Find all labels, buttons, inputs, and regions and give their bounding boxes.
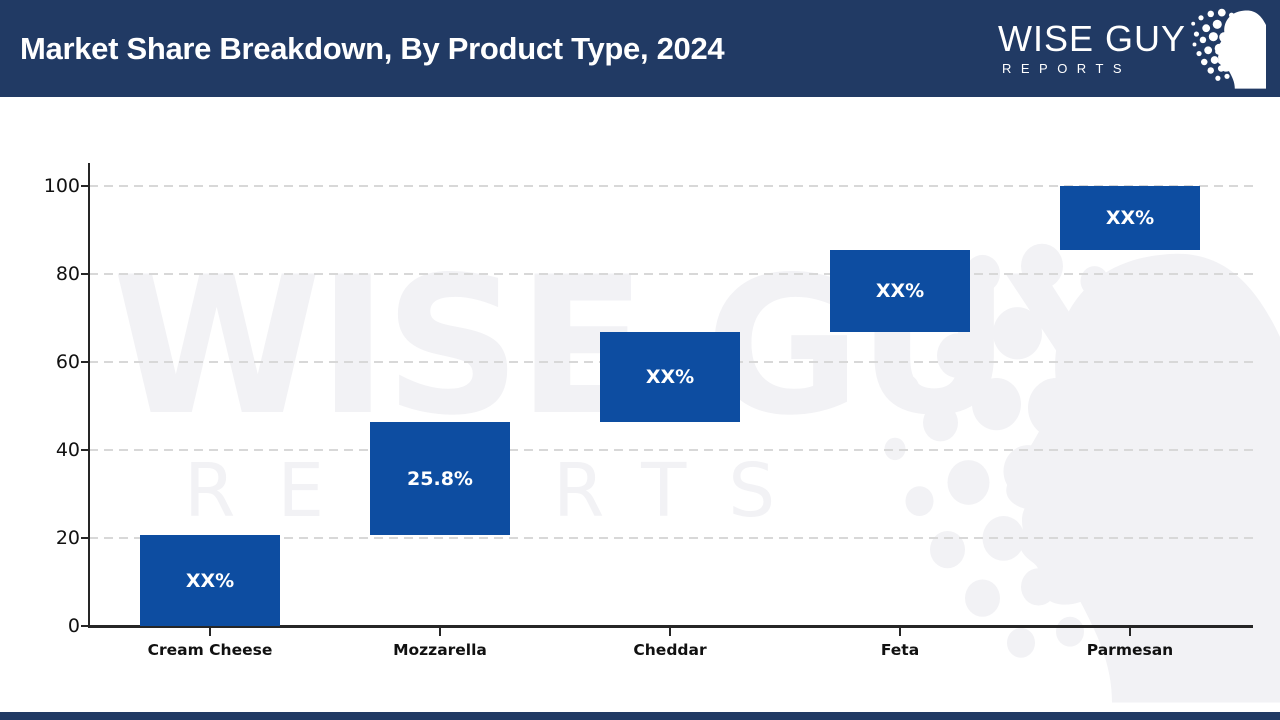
x-tick-mark — [439, 628, 441, 636]
y-tick-mark — [81, 185, 89, 187]
x-tick-mark — [899, 628, 901, 636]
y-tick-label: 100 — [43, 175, 80, 197]
x-category-label: Feta — [880, 641, 920, 659]
gridline — [89, 537, 1253, 539]
header: Market Share Breakdown, By Product Type,… — [0, 0, 1280, 97]
gridline — [89, 185, 1253, 187]
y-axis-line — [88, 163, 90, 627]
y-tick-label: 40 — [55, 439, 80, 461]
bar-value-label: 25.8% — [407, 467, 473, 490]
bar-value-label: XX% — [185, 569, 235, 592]
brand-logo-text: WISE GUY REPORTS — [997, 18, 1186, 77]
y-tick-label: 0 — [67, 615, 80, 637]
y-tick-label: 60 — [55, 351, 80, 373]
y-tick-mark — [81, 273, 89, 275]
x-category-label: Mozzarella — [393, 641, 487, 659]
page-title: Market Share Breakdown, By Product Type,… — [20, 30, 725, 66]
brand-subname: REPORTS — [1001, 61, 1132, 76]
x-category-label: Parmesan — [1086, 641, 1174, 659]
bar-cream-cheese: XX% — [140, 535, 280, 626]
bar-parmesan: XX% — [1060, 186, 1200, 251]
bar-value-label: XX% — [875, 280, 925, 303]
bar-mozzarella: 25.8% — [370, 421, 510, 536]
brand-name: WISE GUY — [997, 18, 1186, 59]
gridline — [89, 273, 1253, 275]
gridline — [89, 449, 1253, 451]
y-tick-mark — [81, 449, 89, 451]
y-tick-label: 80 — [55, 263, 80, 285]
footer-stripe — [0, 712, 1280, 720]
y-tick-label: 20 — [55, 527, 80, 549]
bar-feta: XX% — [830, 250, 970, 333]
y-tick-mark — [81, 625, 89, 627]
x-axis-line — [88, 625, 1253, 628]
x-category-label: Cheddar — [633, 641, 707, 659]
bar-value-label: XX% — [1105, 207, 1155, 230]
x-tick-mark — [669, 628, 671, 636]
face-profile-icon — [1191, 8, 1266, 89]
bar-cheddar: XX% — [600, 332, 740, 422]
x-category-label: Cream Cheese — [147, 641, 273, 659]
y-tick-mark — [81, 537, 89, 539]
y-tick-mark — [81, 361, 89, 363]
bar-value-label: XX% — [645, 365, 695, 388]
brand-logo: WISE GUY REPORTS — [998, 5, 1266, 93]
x-tick-mark — [209, 628, 211, 636]
x-tick-mark — [1129, 628, 1131, 636]
